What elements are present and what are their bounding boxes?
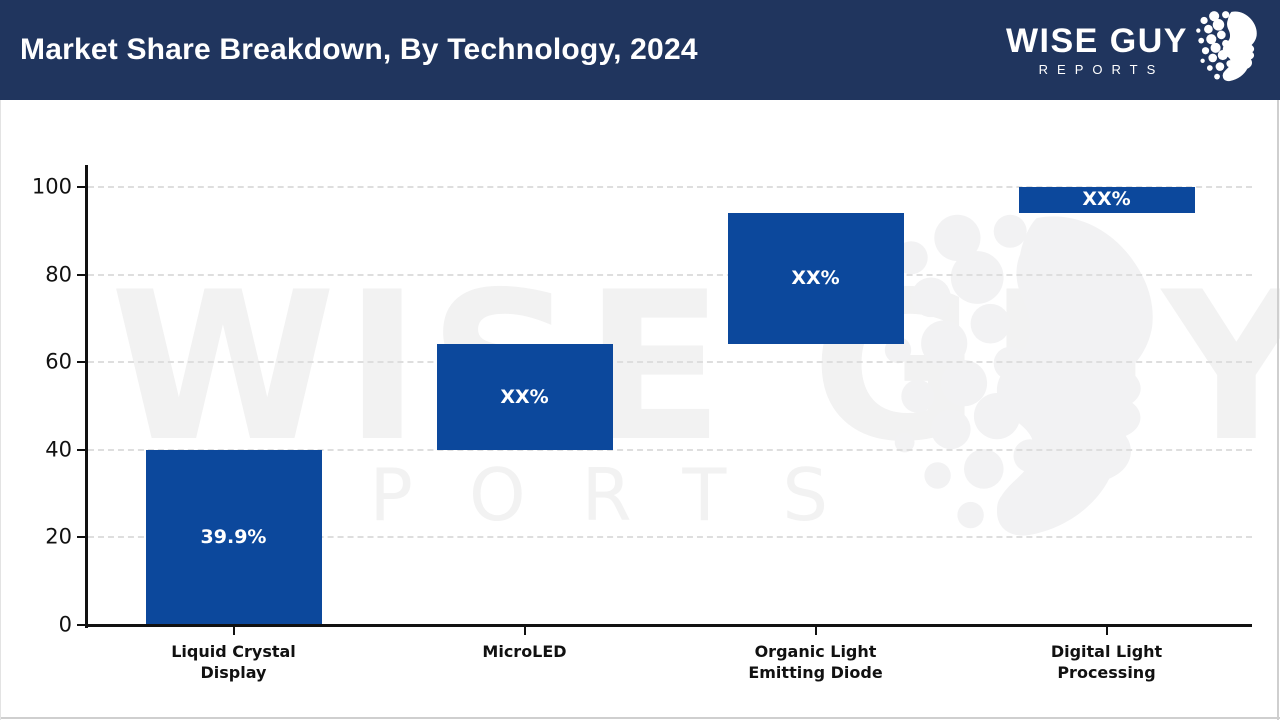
bar-liquid-crystal-display: 39.9% xyxy=(145,450,322,625)
y-tick-label-80: 80 xyxy=(45,262,72,287)
page-bottom-border xyxy=(0,717,1280,719)
x-tick-microled xyxy=(523,627,526,635)
y-tick-label-40: 40 xyxy=(45,437,72,462)
brand-logo-name: WISE GUY xyxy=(1005,21,1188,60)
watermark-layer: WISE GUY REPORTS xyxy=(88,165,1280,625)
gridline-20 xyxy=(88,536,1252,539)
header-bar: Market Share Breakdown, By Technology, 2… xyxy=(0,0,1280,100)
page-left-border xyxy=(0,100,1,720)
bar-value-label-digital-light-processing: XX% xyxy=(1082,188,1131,211)
y-tick-20 xyxy=(77,536,85,539)
y-tick-label-0: 0 xyxy=(58,612,72,637)
y-tick-100 xyxy=(77,186,85,188)
x-category-label-organic-light-emitting-diode: Organic Light Emitting Diode xyxy=(748,642,883,682)
brand-logo-face-icon xyxy=(1196,11,1257,82)
gridline-100 xyxy=(88,186,1252,188)
y-tick-40 xyxy=(77,448,85,451)
x-category-label-microled: MicroLED xyxy=(482,642,567,661)
y-tick-60 xyxy=(77,361,85,364)
x-category-label-liquid-crystal-display: Liquid Crystal Display xyxy=(171,642,296,682)
page-right-border xyxy=(1277,100,1279,720)
gridline-60 xyxy=(88,361,1252,364)
brand-logo-text: WISE GUY REPORTS xyxy=(1006,23,1188,78)
bar-value-label-microled: XX% xyxy=(500,385,549,408)
brand-logo-subname: REPORTS xyxy=(1038,61,1165,77)
x-tick-liquid-crystal-display xyxy=(232,627,235,635)
chart-plot-area: 0 20 40 60 80 100 39.9% Liquid Crystal Display XX… xyxy=(32,165,1252,682)
y-tick-80 xyxy=(77,273,85,276)
gridline-40 xyxy=(88,448,1252,451)
chart-title: Market Share Breakdown, By Technology, 2… xyxy=(20,33,698,66)
bar-organic-light-emitting-diode: XX% xyxy=(727,212,904,344)
y-tick-label-100: 100 xyxy=(31,174,72,199)
bar-value-label-liquid-crystal-display: 39.9% xyxy=(200,526,267,549)
y-tick-label-20: 20 xyxy=(45,524,72,549)
x-tick-organic-light-emitting-diode xyxy=(814,627,817,635)
brand-logo: WISE GUY REPORTS xyxy=(1006,9,1266,91)
y-axis-line xyxy=(85,165,88,628)
watermark-face-icon xyxy=(874,214,1153,536)
x-category-label-digital-light-processing: Digital Light Processing xyxy=(1050,642,1163,682)
y-tick-0 xyxy=(77,624,85,626)
bar-microled: XX% xyxy=(436,343,613,451)
y-tick-label-60: 60 xyxy=(45,349,72,374)
x-axis-line xyxy=(85,624,1252,627)
x-tick-digital-light-processing xyxy=(1105,627,1108,635)
gridline-80 xyxy=(88,273,1252,276)
bar-value-label-organic-light-emitting-diode: XX% xyxy=(791,266,840,289)
bar-digital-light-processing: XX% xyxy=(1018,187,1195,213)
